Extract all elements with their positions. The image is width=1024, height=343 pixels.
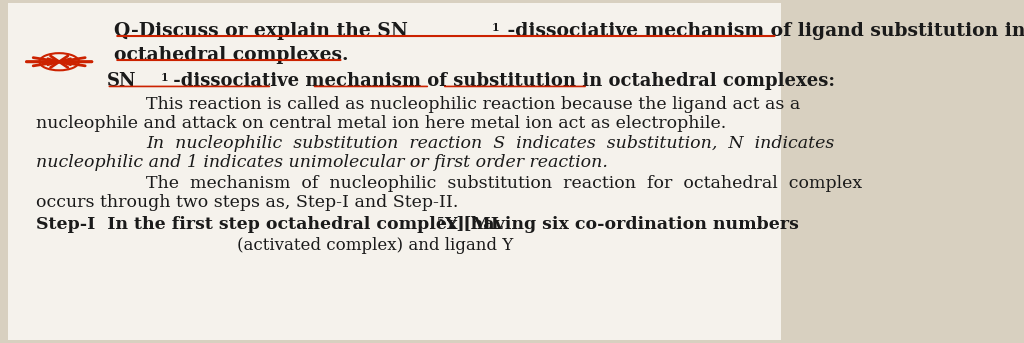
FancyBboxPatch shape — [8, 3, 781, 340]
Text: occurs through two steps as, Step-I and Step-II.: occurs through two steps as, Step-I and … — [36, 194, 458, 211]
Text: Y] having six co-ordination numbers: Y] having six co-ordination numbers — [444, 216, 799, 233]
Text: (activated complex) and ligand Y: (activated complex) and ligand Y — [237, 237, 513, 254]
Text: Step-I  In the first step octahedral complex [ML: Step-I In the first step octahedral comp… — [36, 216, 503, 233]
Text: nucleophile and attack on central metal ion here metal ion act as electrophile.: nucleophile and attack on central metal … — [36, 115, 726, 132]
Text: 1: 1 — [160, 72, 168, 83]
Text: Q-Discuss or explain the SN: Q-Discuss or explain the SN — [115, 22, 409, 40]
Text: In  nucleophilic  substitution  reaction  S  indicates  substitution,  N  indica: In nucleophilic substitution reaction S … — [146, 135, 835, 153]
Text: -dissociative mechanism of substitution in octahedral complexes:: -dissociative mechanism of substitution … — [167, 72, 836, 90]
Text: 1: 1 — [492, 22, 500, 33]
Text: 5: 5 — [436, 216, 444, 227]
Text: octahedral complexes.: octahedral complexes. — [115, 46, 349, 64]
Text: This reaction is called as nucleophilic reaction because the ligand act as a: This reaction is called as nucleophilic … — [146, 96, 800, 113]
Text: The  mechanism  of  nucleophilic  substitution  reaction  for  octahedral  compl: The mechanism of nucleophilic substituti… — [146, 175, 862, 192]
Text: -dissociative mechanism of ligand substitution in: -dissociative mechanism of ligand substi… — [501, 22, 1024, 40]
Text: SN: SN — [106, 72, 136, 90]
Text: nucleophilic and 1 indicates unimolecular or first order reaction.: nucleophilic and 1 indicates unimolecula… — [36, 154, 607, 172]
